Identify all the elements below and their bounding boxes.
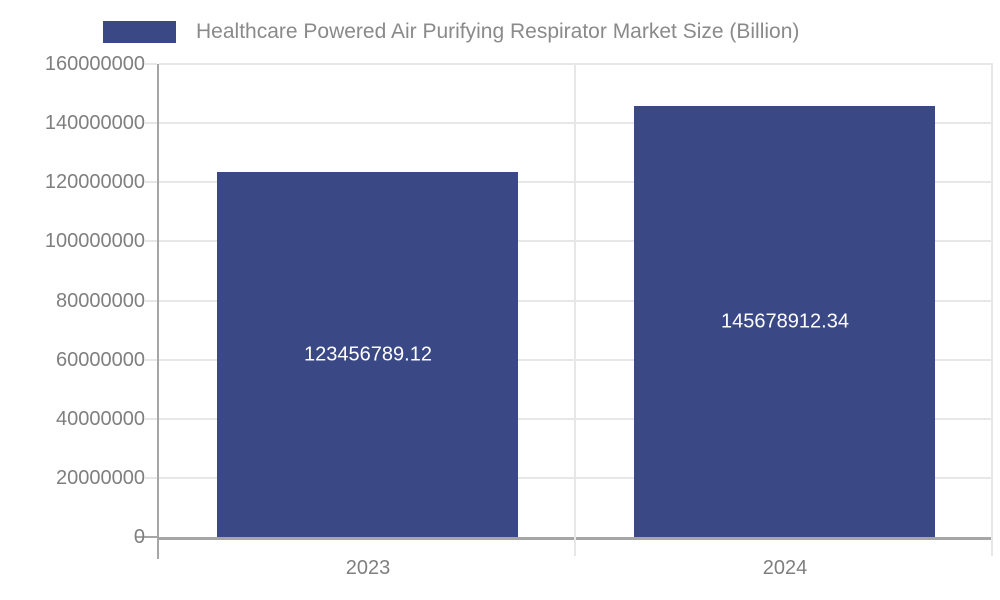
y-axis-tick xyxy=(145,63,157,65)
chart-title: Healthcare Powered Air Purifying Respira… xyxy=(196,20,800,43)
bar-2024 xyxy=(634,106,935,537)
plot-area: 123456789.12 145678912.34 xyxy=(135,63,993,559)
x-axis-label: 2024 xyxy=(762,557,808,579)
y-axis-label: 120000000 xyxy=(44,171,145,194)
bar-value-label: 145678912.34 xyxy=(721,310,849,333)
bar-value-label: 123456789.12 xyxy=(304,343,432,366)
y-axis-tick xyxy=(145,358,157,361)
y-axis-label: 100000000 xyxy=(44,230,145,253)
x-axis-tick xyxy=(157,537,159,559)
x-axis-tick xyxy=(991,537,993,556)
y-axis-tick xyxy=(145,240,157,243)
y-axis-label: 80000000 xyxy=(56,289,145,312)
y-axis-label: 60000000 xyxy=(56,348,145,371)
x-axis-tick xyxy=(574,537,576,556)
y-axis-tick xyxy=(145,299,157,302)
bar-2023 xyxy=(217,172,518,537)
y-axis-label: 20000000 xyxy=(56,466,145,489)
gridline xyxy=(159,417,993,420)
gridline xyxy=(159,240,993,243)
y-axis-label: 140000000 xyxy=(44,112,145,135)
gridline xyxy=(159,122,993,125)
y-axis-label: 0 xyxy=(133,526,145,548)
gridline xyxy=(159,63,993,65)
gridline xyxy=(159,299,993,302)
gridline xyxy=(574,64,576,537)
legend: Healthcare Powered Air Purifying Respira… xyxy=(103,21,799,43)
gridline xyxy=(159,181,993,184)
y-axis-tick xyxy=(145,476,157,479)
y-axis-tick xyxy=(145,181,157,184)
y-axis-label: 160000000 xyxy=(44,53,145,75)
gridline xyxy=(159,358,993,361)
y-axis-tick xyxy=(145,122,157,125)
y-axis-tick xyxy=(135,536,157,538)
y-axis-tick xyxy=(145,417,157,420)
x-axis-label: 2023 xyxy=(345,557,391,579)
gridline xyxy=(991,64,993,537)
y-axis-label: 40000000 xyxy=(56,407,145,430)
legend-swatch xyxy=(103,21,176,43)
gridline xyxy=(159,476,993,479)
